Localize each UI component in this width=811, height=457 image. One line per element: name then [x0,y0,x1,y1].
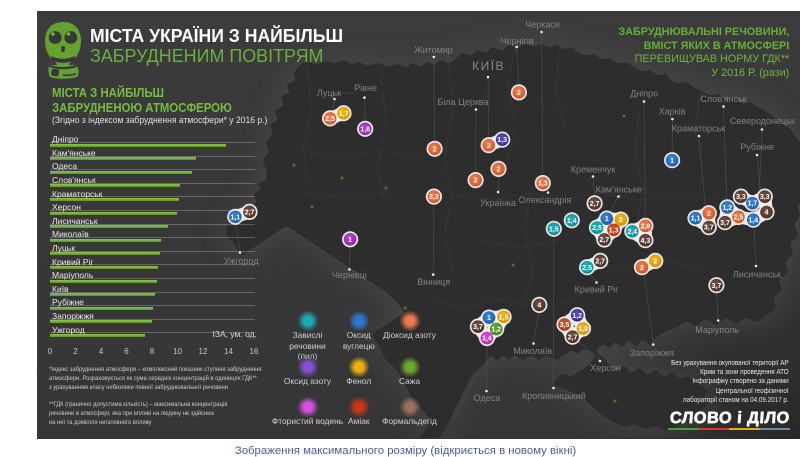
svg-text:2,8: 2,8 [640,223,650,231]
svg-text:Запоріжжя: Запоріжжя [630,348,674,358]
svg-text:2: 2 [517,89,521,97]
svg-text:2,4: 2,4 [627,228,637,236]
svg-text:1,4: 1,4 [567,217,577,225]
svg-text:1,3: 1,3 [497,136,507,144]
svg-text:3,7: 3,7 [704,224,714,232]
svg-text:Дніпро: Дніпро [630,89,658,99]
svg-text:Житомир: Житомир [414,45,453,55]
svg-text:4: 4 [537,302,541,310]
svg-text:4: 4 [765,209,769,217]
svg-text:КИЇВ: КИЇВ [472,59,505,73]
svg-text:1,3: 1,3 [609,226,619,234]
svg-text:1,2: 1,2 [491,326,501,334]
svg-text:1,7: 1,7 [747,200,757,208]
svg-text:1,4: 1,4 [748,216,758,224]
svg-text:1,5: 1,5 [499,313,509,321]
svg-text:Лисичанськ: Лисичанськ [733,270,781,280]
svg-text:3,3: 3,3 [760,193,770,201]
svg-text:2,7: 2,7 [568,333,578,341]
svg-text:1: 1 [348,236,352,244]
svg-text:1,5: 1,5 [549,225,559,233]
svg-text:3,3: 3,3 [736,193,746,201]
svg-text:1: 1 [670,157,674,165]
svg-text:2: 2 [619,216,623,224]
svg-text:2: 2 [707,210,711,218]
svg-text:2,5: 2,5 [592,224,602,232]
svg-text:3,5: 3,5 [560,321,570,329]
svg-text:2: 2 [653,258,657,266]
svg-text:Кременчук: Кременчук [571,164,616,174]
svg-text:2,7: 2,7 [599,236,609,244]
svg-text:1,1: 1,1 [691,215,701,223]
svg-text:Северодонецьк: Северодонецьк [730,116,795,126]
svg-text:Кам'янське: Кам'янське [596,185,642,195]
svg-text:1,6: 1,6 [360,125,370,133]
svg-text:3,7: 3,7 [711,282,721,290]
svg-text:1,4: 1,4 [482,335,492,343]
svg-text:1,3: 1,3 [538,180,548,188]
svg-text:4,3: 4,3 [640,237,650,245]
svg-text:3,7: 3,7 [473,323,483,331]
svg-text:Біла Церква: Біла Церква [438,97,489,107]
svg-text:Вінниця: Вінниця [417,277,450,287]
svg-text:1,2: 1,2 [722,204,732,212]
svg-text:2: 2 [640,264,644,272]
svg-text:Херсон: Херсон [590,363,621,373]
svg-text:Черкаси: Черкаси [525,20,560,30]
svg-text:Чернівці: Чернівці [332,270,367,280]
svg-text:2,5: 2,5 [582,264,592,272]
svg-text:1: 1 [605,215,609,223]
svg-text:Олександрія: Олександрія [519,195,572,205]
svg-text:Харків: Харків [659,107,686,117]
svg-text:2: 2 [474,177,478,185]
svg-text:3: 3 [487,142,491,150]
svg-text:2,5: 2,5 [325,115,335,123]
svg-text:Чернігів: Чернігів [500,36,533,46]
svg-text:Українка: Українка [480,198,516,208]
svg-text:1,7: 1,7 [339,110,349,118]
svg-text:Рівне: Рівне [354,83,377,93]
svg-text:3,7: 3,7 [720,219,730,227]
svg-text:2,5: 2,5 [733,214,743,222]
svg-text:1,2: 1,2 [572,312,582,320]
svg-text:2,7: 2,7 [595,258,605,266]
svg-text:3,3: 3,3 [429,193,439,201]
svg-text:Краматорськ: Краматорськ [672,124,725,134]
svg-text:1,1: 1,1 [230,213,240,221]
svg-text:Кропивницький: Кропивницький [522,391,586,401]
svg-text:Одеса: Одеса [474,393,501,403]
svg-text:Миколаїв: Миколаїв [513,346,552,356]
svg-text:Луцьк: Луцьк [317,88,341,98]
svg-text:2: 2 [433,145,437,153]
svg-text:Рубіжне: Рубіжне [740,142,774,152]
svg-text:2,7: 2,7 [590,200,600,208]
svg-text:1,3: 1,3 [578,325,588,333]
svg-text:1: 1 [487,314,491,322]
svg-text:Кривий Ріг: Кривий Ріг [575,285,620,295]
svg-text:Маріуполь: Маріуполь [695,325,739,335]
svg-text:Слов'янськ: Слов'янськ [700,94,746,104]
svg-text:2: 2 [497,166,501,174]
